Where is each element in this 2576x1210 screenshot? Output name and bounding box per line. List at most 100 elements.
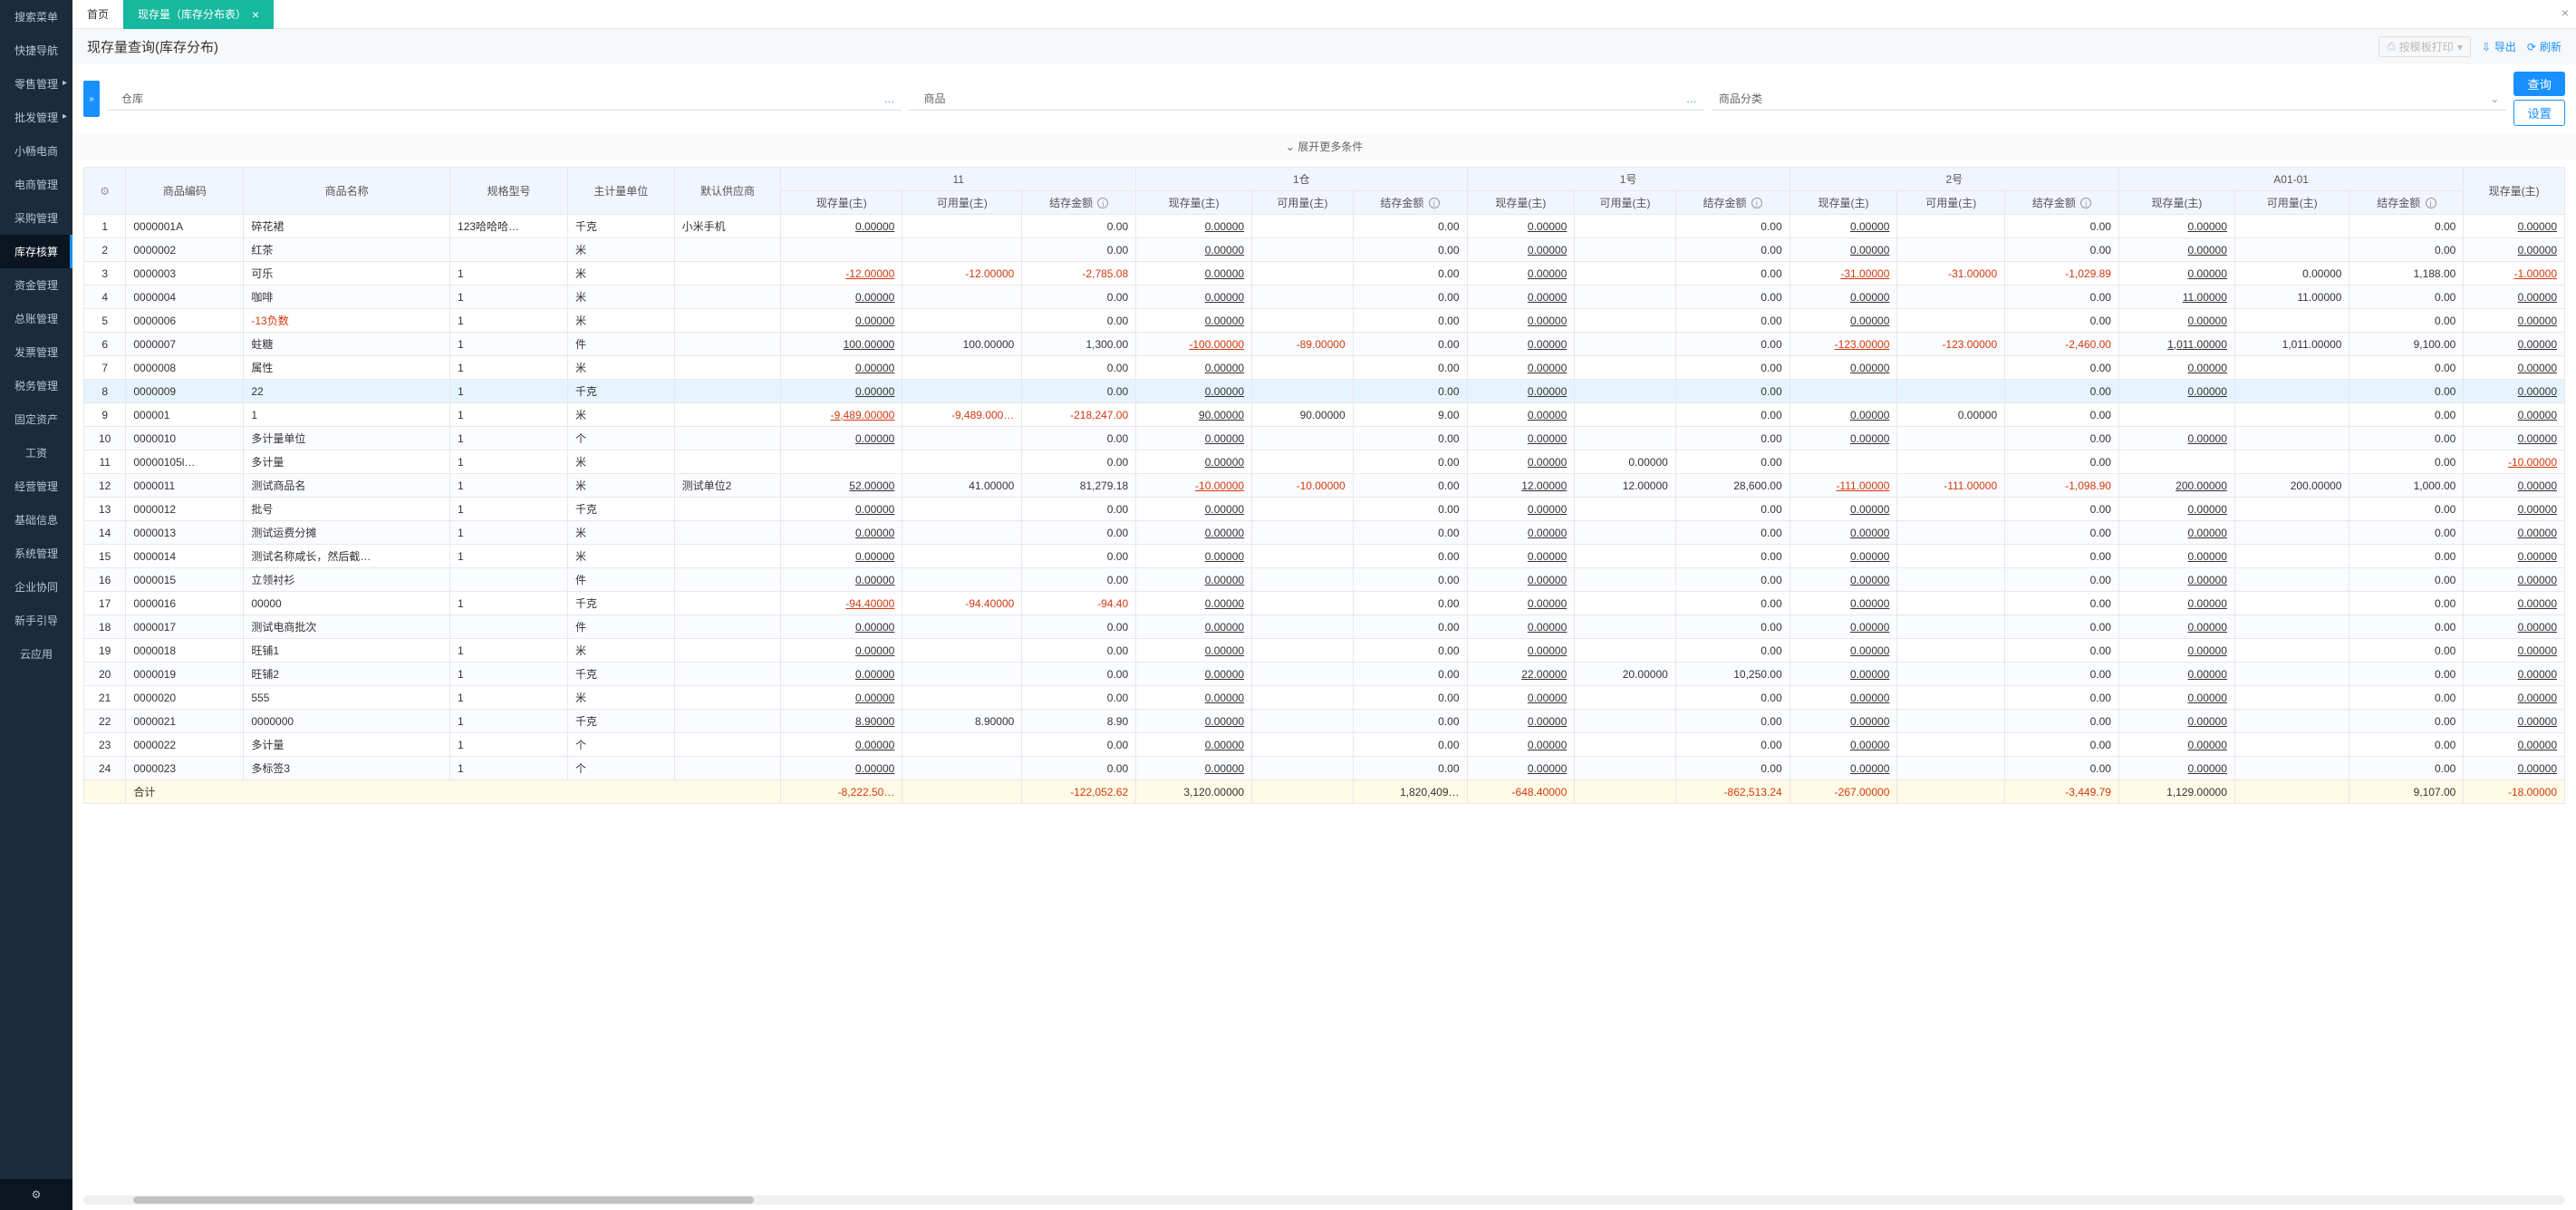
table-cell[interactable]: 0.00000 [781, 663, 902, 686]
table-row[interactable]: 130000012批号1千克0.000000.000.000000.000.00… [84, 498, 2565, 521]
table-cell[interactable]: 0.00000 [781, 309, 902, 333]
table-row[interactable]: 70000008属性1米0.000000.000.000000.000.0000… [84, 356, 2565, 380]
table-cell[interactable]: 0.00000 [1136, 592, 1252, 615]
table-cell[interactable]: 0.00000 [1467, 757, 1575, 780]
table-cell[interactable]: 0.00000 [781, 286, 902, 309]
table-cell[interactable]: 0.00000 [781, 380, 902, 403]
table-cell[interactable]: 0.00000 [2464, 427, 2565, 450]
table-cell[interactable]: 0.00000 [1790, 592, 1897, 615]
table-cell[interactable]: 0.00000 [1136, 309, 1252, 333]
table-cell[interactable]: 0.00000 [1467, 309, 1575, 333]
table-row[interactable]: 30000003可乐1米-12.00000-12.00000-2,785.080… [84, 262, 2565, 286]
sidebar-item-批发管理[interactable]: 批发管理▸ [0, 101, 72, 134]
table-cell[interactable]: 0.00000 [2118, 663, 2234, 686]
info-icon[interactable]: i [1097, 198, 1108, 208]
table-cell[interactable]: 0.00000 [781, 545, 902, 568]
table-cell[interactable]: 0.00000 [1467, 427, 1575, 450]
table-cell[interactable]: 0.00000 [1136, 521, 1252, 545]
table-cell[interactable]: 0.00000 [1136, 427, 1252, 450]
table-cell[interactable]: 0.00000 [2464, 663, 2565, 686]
table-cell[interactable]: 100.00000 [781, 333, 902, 356]
sidebar-item-新手引导[interactable]: 新手引导 [0, 604, 72, 637]
table-cell[interactable]: 0.00000 [1136, 286, 1252, 309]
table-cell[interactable]: 0.00000 [2464, 733, 2565, 757]
table-cell[interactable]: 0.00000 [1467, 286, 1575, 309]
table-cell[interactable]: 0.00000 [2464, 592, 2565, 615]
table-row[interactable]: 100000010多计量单位1个0.000000.000.000000.000.… [84, 427, 2565, 450]
sidebar-item-采购管理[interactable]: 采购管理 [0, 201, 72, 235]
sidebar-item-云应用[interactable]: 云应用 [0, 637, 72, 671]
table-cell[interactable]: 0.00000 [781, 498, 902, 521]
table-cell[interactable]: 0.00000 [1790, 403, 1897, 427]
horizontal-scrollbar[interactable] [83, 1195, 2565, 1205]
table-row[interactable]: 60000007蛀糖1件100.00000100.000001,300.00-1… [84, 333, 2565, 356]
table-cell[interactable]: 0.00000 [1136, 733, 1252, 757]
table-cell[interactable]: 0.00000 [2464, 710, 2565, 733]
sidebar-settings[interactable]: ⚙ [0, 1179, 72, 1210]
sidebar-item-电商管理[interactable]: 电商管理 [0, 168, 72, 201]
table-row[interactable]: 200000019旺铺21千克0.000000.000.000000.0022.… [84, 663, 2565, 686]
table-cell[interactable]: 0.00000 [1790, 427, 1897, 450]
table-cell[interactable]: 0.00000 [1790, 710, 1897, 733]
table-cell[interactable]: 8.90000 [781, 710, 902, 733]
table-cell[interactable]: 0.00000 [1467, 403, 1575, 427]
chevron-down-icon[interactable]: ⌄ [2490, 92, 2499, 105]
table-cell[interactable]: 0.00000 [2118, 238, 2234, 262]
table-cell[interactable]: 0.00000 [1136, 615, 1252, 639]
table-cell[interactable]: -111.00000 [1790, 474, 1897, 498]
table-cell[interactable]: 0.00000 [1790, 568, 1897, 592]
table-row[interactable]: 240000023多标签31个0.000000.000.000000.000.0… [84, 757, 2565, 780]
table-cell[interactable]: 0.00000 [781, 615, 902, 639]
table-cell[interactable]: -94.40000 [781, 592, 902, 615]
table-cell[interactable]: 0.00000 [1467, 450, 1575, 474]
sidebar-item-工资[interactable]: 工资 [0, 436, 72, 469]
table-cell[interactable]: 0.00000 [2118, 427, 2234, 450]
table-cell[interactable]: 0.00000 [2464, 521, 2565, 545]
table-cell[interactable]: 0.00000 [2464, 356, 2565, 380]
table-row[interactable]: 2100000205551米0.000000.000.000000.000.00… [84, 686, 2565, 710]
table-cell[interactable]: 0.00000 [1790, 286, 1897, 309]
more-icon[interactable]: … [883, 92, 894, 105]
table-cell[interactable]: 0.00000 [781, 639, 902, 663]
info-icon[interactable]: i [1429, 198, 1440, 208]
table-cell[interactable]: 0.00000 [2464, 309, 2565, 333]
table-row[interactable]: 150000014测试名称咸长，然后截…1米0.000000.000.00000… [84, 545, 2565, 568]
table-row[interactable]: 180000017测试电商批次件0.000000.000.000000.000.… [84, 615, 2565, 639]
table-cell[interactable]: 0.00000 [1467, 710, 1575, 733]
table-cell[interactable]: 0.00000 [1467, 686, 1575, 710]
sidebar-item-企业协同[interactable]: 企业协同 [0, 570, 72, 604]
table-cell[interactable]: 0.00000 [1467, 498, 1575, 521]
table-cell[interactable]: 0.00000 [2118, 686, 2234, 710]
table-row[interactable]: 140000013测试运费分摊1米0.000000.000.000000.000… [84, 521, 2565, 545]
table-cell[interactable]: 0.00000 [781, 733, 902, 757]
table-cell[interactable]: 0.00000 [781, 356, 902, 380]
table-cell[interactable]: 0.00000 [2118, 215, 2234, 238]
info-icon[interactable]: i [2426, 198, 2436, 208]
table-cell[interactable]: 0.00000 [1136, 215, 1252, 238]
sidebar-item-税务管理[interactable]: 税务管理 [0, 369, 72, 402]
table-cell[interactable]: 0.00000 [1790, 757, 1897, 780]
table-cell[interactable]: 0.00000 [2118, 733, 2234, 757]
table-cell[interactable]: 0.00000 [2464, 545, 2565, 568]
table-cell[interactable]: 0.00000 [1136, 450, 1252, 474]
scrollbar-thumb[interactable] [133, 1196, 754, 1204]
table-cell[interactable]: 0.00000 [1790, 238, 1897, 262]
table-cell[interactable]: 0.00000 [2464, 380, 2565, 403]
refresh-button[interactable]: ⟳ 刷新 [2527, 39, 2562, 54]
sidebar-item-固定资产[interactable]: 固定资产 [0, 402, 72, 436]
table-row[interactable]: 190000018旺铺11米0.000000.000.000000.000.00… [84, 639, 2565, 663]
table-cell[interactable]: 0.00000 [1790, 356, 1897, 380]
table-cell[interactable]: 0.00000 [1790, 498, 1897, 521]
table-cell[interactable]: 0.00000 [1790, 639, 1897, 663]
table-row[interactable]: 80000009221千克0.000000.000.000000.000.000… [84, 380, 2565, 403]
table-cell[interactable]: 0.00000 [2464, 686, 2565, 710]
table-cell[interactable]: 0.00000 [2464, 286, 2565, 309]
expand-filters-button[interactable]: ⌄ 展开更多条件 [72, 133, 2576, 160]
table-cell[interactable]: 0.00000 [1136, 686, 1252, 710]
table-cell[interactable]: 0.00000 [1136, 757, 1252, 780]
table-cell[interactable]: 0.00000 [781, 757, 902, 780]
table-row[interactable]: 120000011测试商品名1米测试单位252.0000041.0000081,… [84, 474, 2565, 498]
table-cell[interactable]: 0.00000 [2118, 521, 2234, 545]
table-cell[interactable]: 0.00000 [2118, 380, 2234, 403]
table-row[interactable]: 10000001A碎花裙123哈哈哈…千克小米手机0.000000.000.00… [84, 215, 2565, 238]
